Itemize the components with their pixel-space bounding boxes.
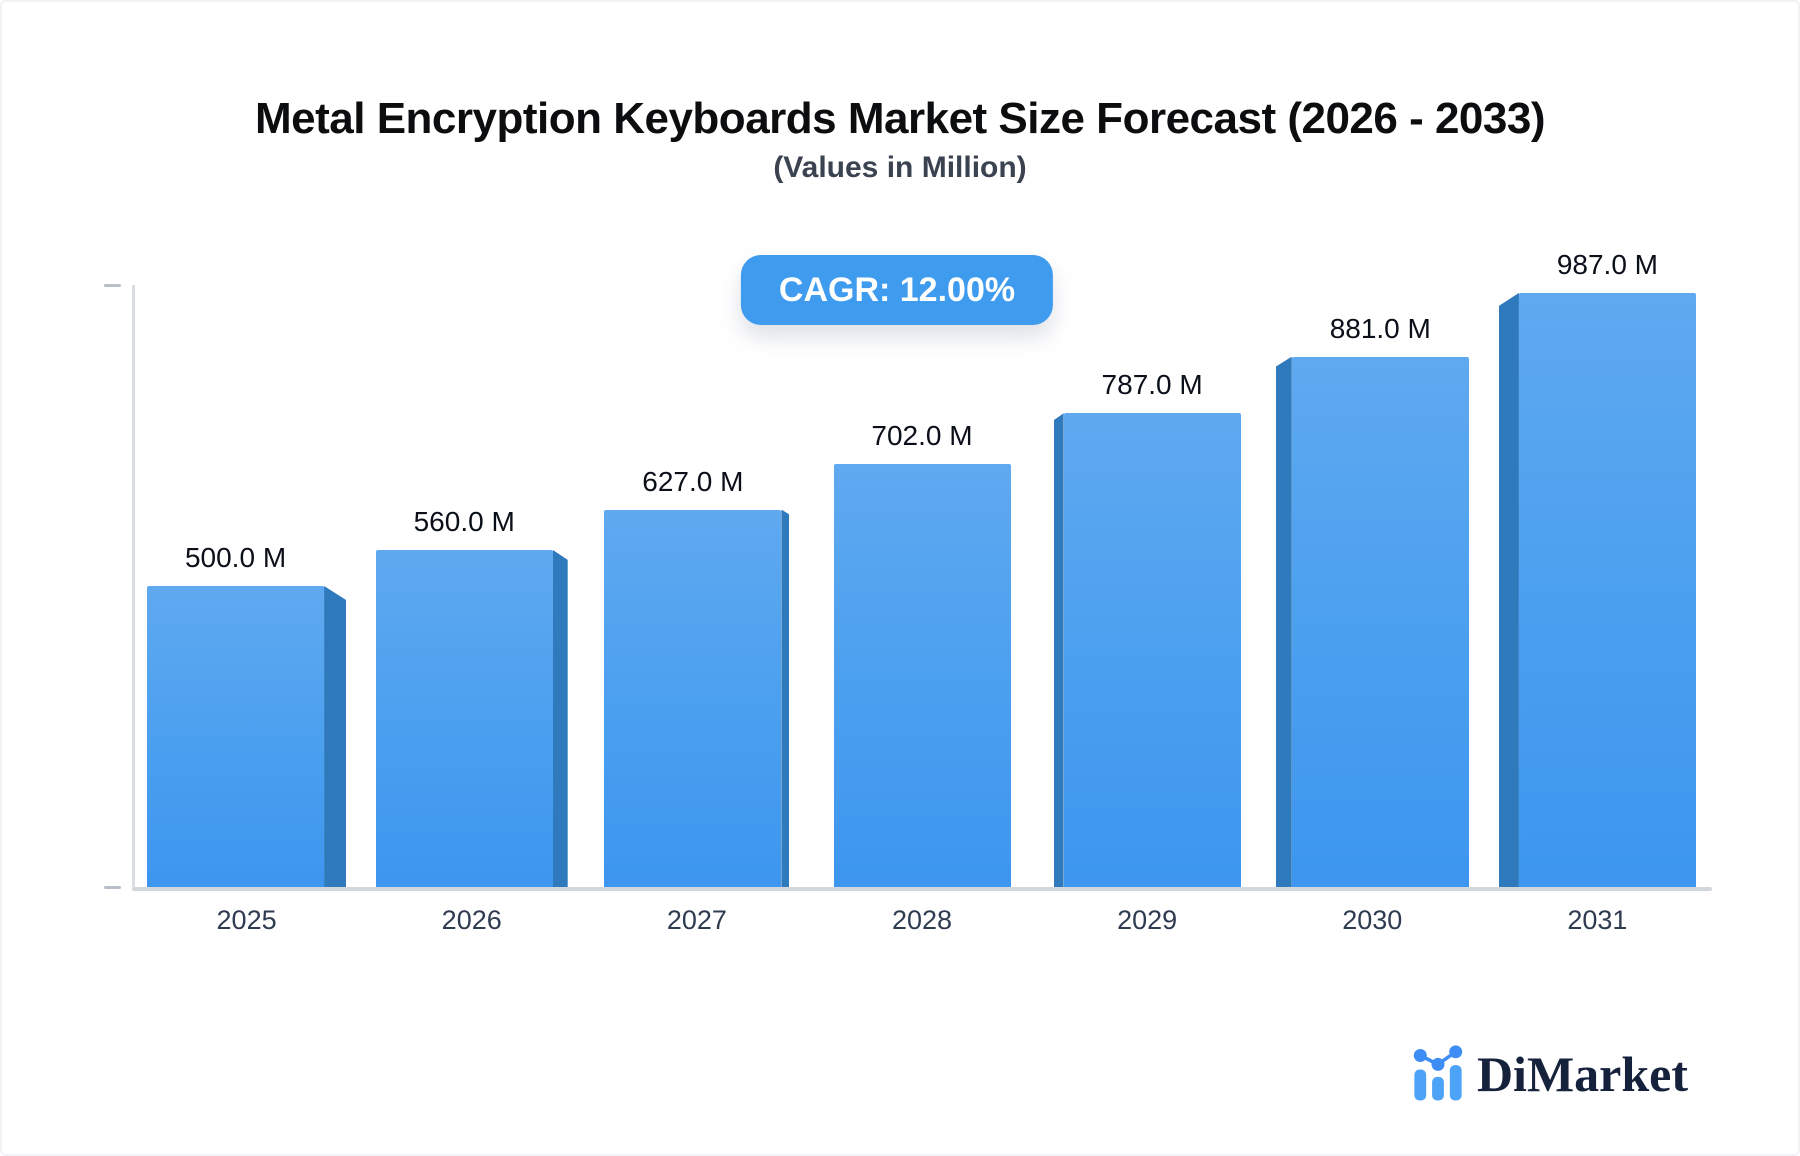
logo-text: DiMarket — [1476, 1046, 1688, 1102]
bar-3d-side — [781, 509, 790, 887]
y-axis-tick-dash — [104, 885, 121, 889]
x-axis-line — [132, 887, 1712, 891]
bar-value-label: 881.0 M — [1329, 312, 1431, 344]
bar-value-label: 560.0 M — [413, 505, 515, 537]
bar-value-label: 627.0 M — [642, 465, 744, 497]
bar-value-label: 987.0 M — [1556, 248, 1658, 280]
x-axis-label: 2028 — [891, 905, 953, 935]
bar-group-2030: 881.0 M 2030 — [134, 285, 1710, 935]
bar — [1518, 292, 1696, 887]
bar-value-label: 787.0 M — [1101, 369, 1203, 401]
y-axis-tick-dash — [104, 283, 121, 287]
bar-group-2031: 987.0 M 2031 — [134, 249, 1710, 935]
bar-value-label: 702.0 M — [871, 420, 973, 452]
bar — [604, 509, 782, 887]
x-axis-label: 2026 — [441, 905, 502, 935]
x-axis-label: 2031 — [1567, 905, 1628, 935]
bar-group-2028: 702.0 M 2028 — [134, 285, 1710, 935]
bar — [147, 586, 325, 887]
bar — [833, 464, 1011, 887]
plot-area: 1.0B800.0M600.0M400.0M200.0M0500.0 M2025… — [104, 249, 1712, 935]
brand-logo: DiMarket — [1411, 1040, 1688, 1102]
bar — [1291, 356, 1469, 887]
bar-3d-side — [552, 549, 568, 887]
x-axis-label: 2029 — [1117, 905, 1178, 935]
logo-chart-icon — [1413, 1045, 1463, 1101]
bar-3d-side — [1275, 356, 1292, 887]
bar-group-2029: 787.0 M 2029 — [134, 285, 1710, 935]
bar-group-2026: 560.0 M 2026 — [134, 285, 1710, 935]
bar-group-2025: 500.0 M 2025 — [134, 285, 1710, 935]
chart-subtitle: (Values in Million) — [773, 151, 1027, 184]
y-axis-line — [132, 285, 135, 887]
chart-title: Metal Encryption Keyboards Market Size F… — [255, 94, 1546, 143]
x-axis-label: 2027 — [666, 905, 727, 935]
bar — [1063, 413, 1241, 887]
bar — [375, 549, 553, 887]
bar-group-2027: 627.0 M 2027 — [134, 285, 1710, 935]
bar-3d-side — [1498, 292, 1519, 887]
cagr-badge: CAGR: 12.00% — [740, 255, 1054, 325]
bar-3d-side — [324, 586, 347, 887]
bar-3d-side — [1053, 413, 1064, 887]
bar-value-label: 500.0 M — [184, 542, 287, 573]
x-axis-label: 2030 — [1342, 905, 1403, 935]
x-axis-label: 2025 — [216, 905, 277, 935]
